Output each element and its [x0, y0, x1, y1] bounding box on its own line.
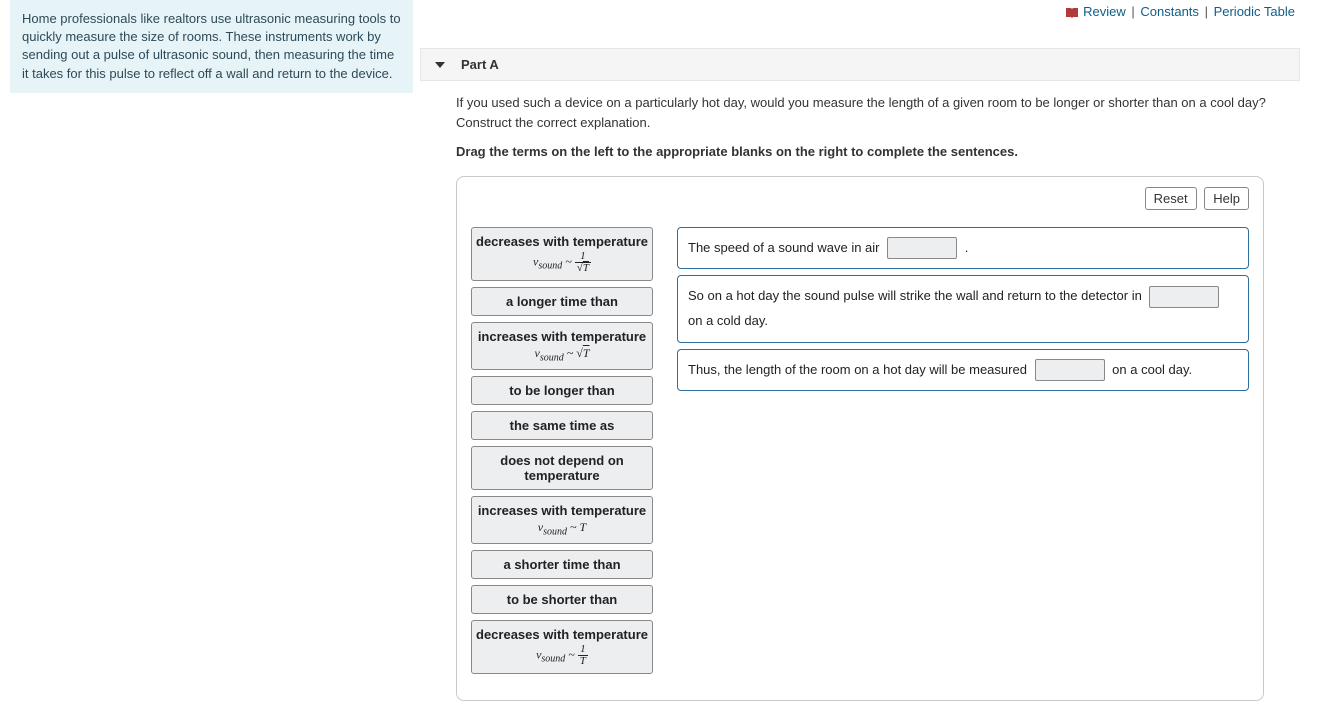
- sentence-2: So on a hot day the sound pulse will str…: [677, 275, 1249, 342]
- sentence-1-post: .: [965, 240, 969, 255]
- sentences-column: The speed of a sound wave in air . So on…: [677, 227, 1249, 398]
- separator: |: [1129, 4, 1136, 19]
- sentence-3-pre: Thus, the length of the room on a hot da…: [688, 362, 1027, 377]
- sentence-3-post: on a cool day.: [1112, 362, 1192, 377]
- intro-panel: Home professionals like realtors use ult…: [10, 0, 413, 93]
- help-button[interactable]: Help: [1204, 187, 1249, 210]
- sentence-2-post: on a cold day.: [688, 313, 768, 328]
- separator: |: [1203, 4, 1210, 19]
- draggable-term-9[interactable]: decreases with temperaturevsound ~ 1T: [471, 620, 653, 674]
- draggable-term-0[interactable]: decreases with temperaturevsound ~ 1√T: [471, 227, 653, 281]
- sentence-2-pre: So on a hot day the sound pulse will str…: [688, 288, 1142, 303]
- draggable-term-3[interactable]: to be longer than: [471, 376, 653, 405]
- drag-drop-area: Reset Help decreases with temperaturevso…: [456, 176, 1264, 701]
- blank-3[interactable]: [1035, 359, 1105, 381]
- draggable-term-1[interactable]: a longer time than: [471, 287, 653, 316]
- instruction-text: Drag the terms on the left to the approp…: [456, 142, 1280, 162]
- question-body: If you used such a device on a particula…: [420, 81, 1300, 162]
- review-link[interactable]: Review: [1083, 4, 1126, 19]
- collapse-caret-icon: [435, 62, 445, 68]
- part-header[interactable]: Part A: [420, 48, 1300, 81]
- blank-2[interactable]: [1149, 286, 1219, 308]
- draggable-term-7[interactable]: a shorter time than: [471, 550, 653, 579]
- sentence-1-pre: The speed of a sound wave in air: [688, 240, 880, 255]
- part-label: Part A: [461, 57, 499, 72]
- blank-1[interactable]: [887, 237, 957, 259]
- draggable-term-5[interactable]: does not depend on temperature: [471, 446, 653, 490]
- reset-button[interactable]: Reset: [1145, 187, 1197, 210]
- draggable-term-6[interactable]: increases with temperaturevsound ~ T: [471, 496, 653, 544]
- question-text: If you used such a device on a particula…: [456, 93, 1280, 132]
- draggable-term-8[interactable]: to be shorter than: [471, 585, 653, 614]
- button-row: Reset Help: [1141, 187, 1249, 210]
- top-links: Review | Constants | Periodic Table: [1065, 4, 1295, 19]
- draggable-term-4[interactable]: the same time as: [471, 411, 653, 440]
- draggable-term-2[interactable]: increases with temperaturevsound ~ √T: [471, 322, 653, 370]
- periodic-table-link[interactable]: Periodic Table: [1214, 4, 1295, 19]
- main-content: Part A If you used such a device on a pa…: [420, 48, 1300, 701]
- sentence-3: Thus, the length of the room on a hot da…: [677, 349, 1249, 392]
- constants-link[interactable]: Constants: [1140, 4, 1199, 19]
- sentence-1: The speed of a sound wave in air .: [677, 227, 1249, 270]
- terms-column: decreases with temperaturevsound ~ 1√T a …: [471, 227, 653, 681]
- book-icon: [1065, 7, 1079, 19]
